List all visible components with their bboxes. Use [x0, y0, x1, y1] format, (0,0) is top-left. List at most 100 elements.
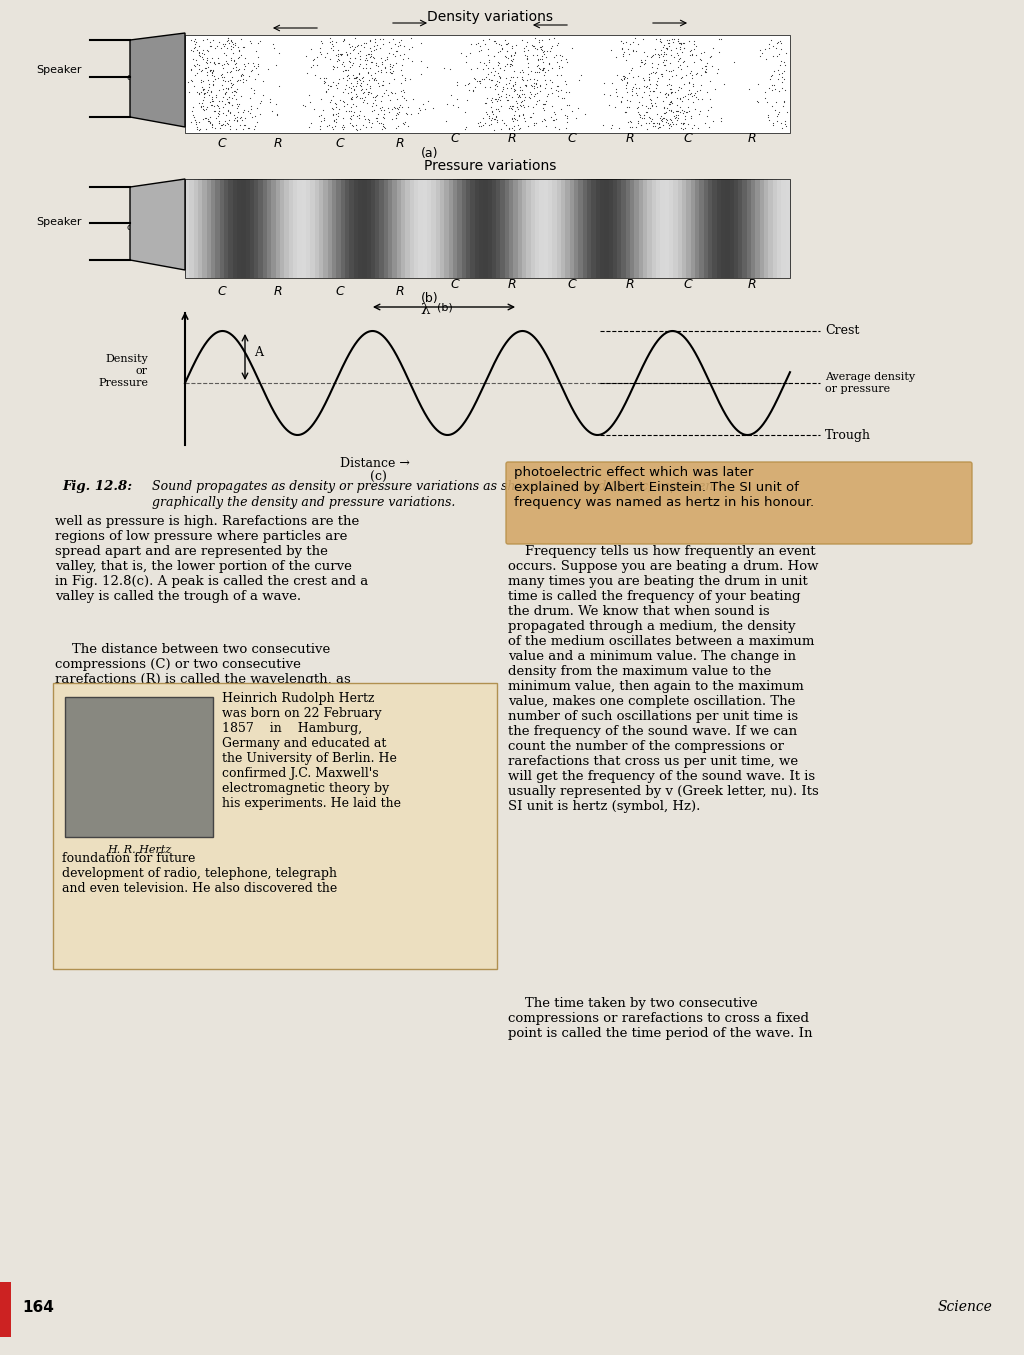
Point [663, 108, 679, 130]
Point [663, 81, 679, 103]
Point [641, 84, 657, 106]
Point [228, 53, 245, 75]
Point [622, 91, 638, 112]
Point [652, 43, 669, 65]
Point [670, 30, 686, 51]
Point [380, 84, 396, 106]
Point [360, 108, 377, 130]
Point [219, 70, 236, 92]
Point [269, 103, 286, 125]
Text: The time taken by two consecutive
compressions or rarefactions to cross a fixed
: The time taken by two consecutive compre… [508, 997, 812, 1041]
Point [757, 38, 773, 60]
Bar [453, 179, 458, 278]
Point [685, 73, 701, 95]
Point [461, 73, 477, 95]
Point [673, 33, 689, 54]
Point [666, 28, 682, 50]
Point [379, 49, 395, 70]
Point [230, 102, 247, 123]
Bar [345, 179, 350, 278]
Point [481, 104, 498, 126]
Point [383, 38, 399, 60]
Point [399, 103, 416, 125]
Point [222, 30, 239, 51]
Point [472, 51, 488, 73]
Bar [250, 179, 255, 278]
Point [374, 118, 390, 140]
Point [486, 108, 503, 130]
Point [654, 45, 671, 66]
Point [381, 100, 397, 122]
Point [457, 118, 473, 140]
Point [330, 72, 346, 93]
Point [699, 51, 716, 73]
Point [221, 87, 238, 108]
Point [529, 69, 546, 91]
Point [355, 70, 372, 92]
Bar [674, 179, 679, 278]
Point [687, 98, 703, 119]
Point [693, 64, 710, 85]
Text: well as pressure is high. Rarefactions are the
regions of low pressure where par: well as pressure is high. Rarefactions a… [55, 515, 369, 603]
Point [476, 112, 493, 134]
Bar [470, 179, 475, 278]
Point [545, 110, 561, 131]
Point [348, 73, 365, 95]
Point [475, 114, 492, 136]
Point [339, 43, 355, 65]
Point [499, 39, 515, 61]
Point [328, 96, 344, 118]
Bar [535, 179, 540, 278]
Point [347, 47, 364, 69]
Bar [725, 179, 730, 278]
Point [673, 34, 689, 56]
Point [648, 27, 665, 49]
Point [197, 57, 213, 79]
Point [471, 70, 487, 92]
Text: C: C [451, 131, 460, 145]
Point [519, 31, 536, 53]
Point [198, 99, 214, 121]
Point [223, 38, 240, 60]
Point [638, 118, 654, 140]
Point [771, 43, 787, 65]
Point [183, 111, 200, 133]
Point [658, 30, 675, 51]
Text: H. R. Hertz: H. R. Hertz [106, 846, 171, 855]
Point [612, 30, 629, 51]
Point [381, 72, 397, 93]
Point [540, 83, 556, 104]
Point [458, 117, 474, 138]
Point [225, 108, 242, 130]
Point [247, 68, 263, 89]
Point [612, 89, 629, 111]
Point [505, 73, 521, 95]
Point [776, 51, 793, 73]
Text: Density variations: Density variations [427, 9, 553, 24]
Point [512, 79, 528, 100]
Point [374, 73, 390, 95]
Point [618, 49, 635, 70]
Point [641, 69, 657, 91]
Bar [635, 179, 640, 278]
Point [552, 45, 568, 66]
Point [326, 111, 342, 133]
Point [341, 56, 357, 77]
Point [531, 76, 548, 98]
Text: C: C [336, 137, 344, 150]
Point [633, 51, 649, 73]
Point [199, 96, 215, 118]
Point [347, 37, 364, 58]
Point [355, 106, 372, 127]
Point [394, 112, 411, 134]
Point [669, 108, 685, 130]
Point [534, 39, 550, 61]
Point [675, 118, 691, 140]
Point [475, 107, 492, 129]
Point [227, 60, 244, 81]
Bar [738, 179, 743, 278]
Point [230, 41, 247, 62]
Point [671, 76, 687, 98]
Point [548, 80, 564, 102]
Point [241, 51, 257, 73]
